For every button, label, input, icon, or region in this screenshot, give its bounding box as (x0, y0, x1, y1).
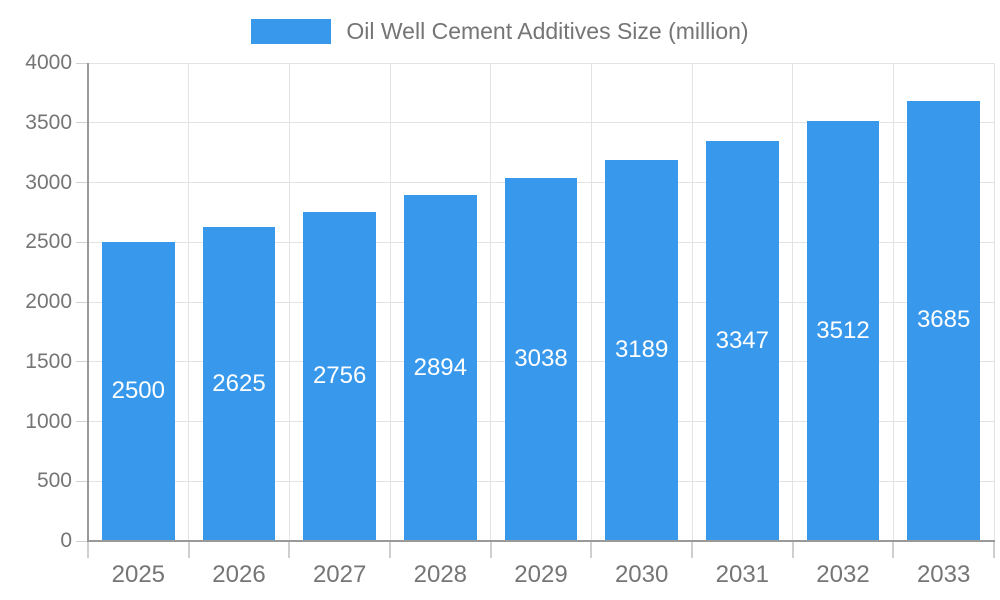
y-axis-tick (76, 122, 88, 124)
y-axis-tick-label: 0 (60, 529, 72, 552)
y-axis-tick-label: 3000 (25, 170, 72, 194)
x-axis-tick-label: 2030 (614, 561, 669, 588)
bar-2025[interactable]: 2500 (102, 242, 175, 540)
bar-value-label: 2894 (413, 353, 467, 381)
x-axis-tick-label: 2026 (212, 561, 266, 588)
bar-value-label: 3038 (514, 344, 568, 372)
bar-2027[interactable]: 2756 (303, 211, 376, 540)
gridline (188, 63, 190, 541)
gridline (288, 63, 290, 541)
gridline (590, 63, 592, 541)
bar-value-label: 3685 (916, 306, 971, 334)
bar-2032[interactable]: 3512 (806, 121, 880, 540)
x-axis-tick-label: 2033 (916, 561, 971, 588)
x-axis-tick (691, 542, 693, 558)
gridline (490, 63, 492, 541)
bar-value-label: 3189 (614, 335, 669, 363)
x-axis-tick-label: 2028 (413, 561, 468, 588)
x-axis-tick (993, 542, 995, 558)
x-axis-line (87, 540, 995, 542)
x-axis-tick (187, 542, 190, 558)
y-axis-tick (76, 182, 88, 183)
y-axis-tick (76, 480, 88, 482)
y-axis-line (87, 63, 89, 542)
y-axis-tick-label: 2500 (25, 230, 72, 254)
x-axis-tick (791, 542, 794, 558)
legend-item[interactable]: Oil Well Cement Additives Size (million) (251, 18, 749, 45)
y-axis-tick (76, 421, 88, 422)
gridline (993, 63, 995, 541)
bar-value-label: 3347 (715, 326, 769, 354)
gridline (389, 63, 391, 541)
bar-2026[interactable]: 2625 (202, 227, 276, 540)
y-axis-tick (76, 361, 88, 363)
y-axis-tick-label: 500 (36, 469, 72, 493)
bar-value-label: 2756 (312, 361, 367, 389)
bar-2031[interactable]: 3347 (706, 141, 779, 540)
bar-2029[interactable]: 3038 (504, 177, 578, 540)
bar-value-label: 2625 (212, 369, 266, 397)
y-axis-tick-label: 3500 (25, 110, 72, 134)
legend-label: Oil Well Cement Additives Size (million) (346, 18, 749, 44)
y-axis-tick (76, 301, 88, 303)
x-axis-tick-label: 2029 (514, 561, 568, 588)
x-axis-tick (489, 542, 492, 558)
bar-value-label: 2500 (111, 377, 165, 405)
x-axis-tick-label: 2027 (312, 561, 367, 588)
y-axis-tick (76, 540, 88, 542)
y-axis-tick-label: 4000 (25, 51, 72, 74)
y-axis-tick-label: 1000 (25, 409, 72, 433)
y-axis-tick-label: 1500 (25, 349, 72, 373)
x-axis-tick-label: 2031 (715, 561, 770, 588)
legend: Oil Well Cement Additives Size (million) (0, 18, 1000, 45)
y-axis-tick (76, 241, 88, 243)
x-axis-tick (288, 542, 291, 558)
x-axis-tick (892, 542, 895, 558)
bar-value-label: 3512 (816, 316, 870, 344)
x-axis-tick (389, 542, 391, 558)
bar-2030[interactable]: 3189 (605, 159, 678, 540)
y-axis-tick-label: 2000 (25, 290, 72, 313)
legend-swatch-icon (251, 19, 332, 44)
gridline (892, 63, 894, 541)
y-axis-tick (76, 62, 88, 64)
gridline (88, 62, 994, 64)
gridline (691, 63, 693, 541)
x-axis-tick-label: 2032 (816, 561, 870, 588)
bar-2028[interactable]: 2894 (404, 195, 477, 540)
gridline (792, 63, 794, 541)
x-axis-tick-label: 2025 (111, 561, 166, 588)
bar-2033[interactable]: 3685 (907, 100, 980, 540)
x-axis-tick (87, 542, 89, 558)
x-axis-tick (590, 542, 593, 558)
